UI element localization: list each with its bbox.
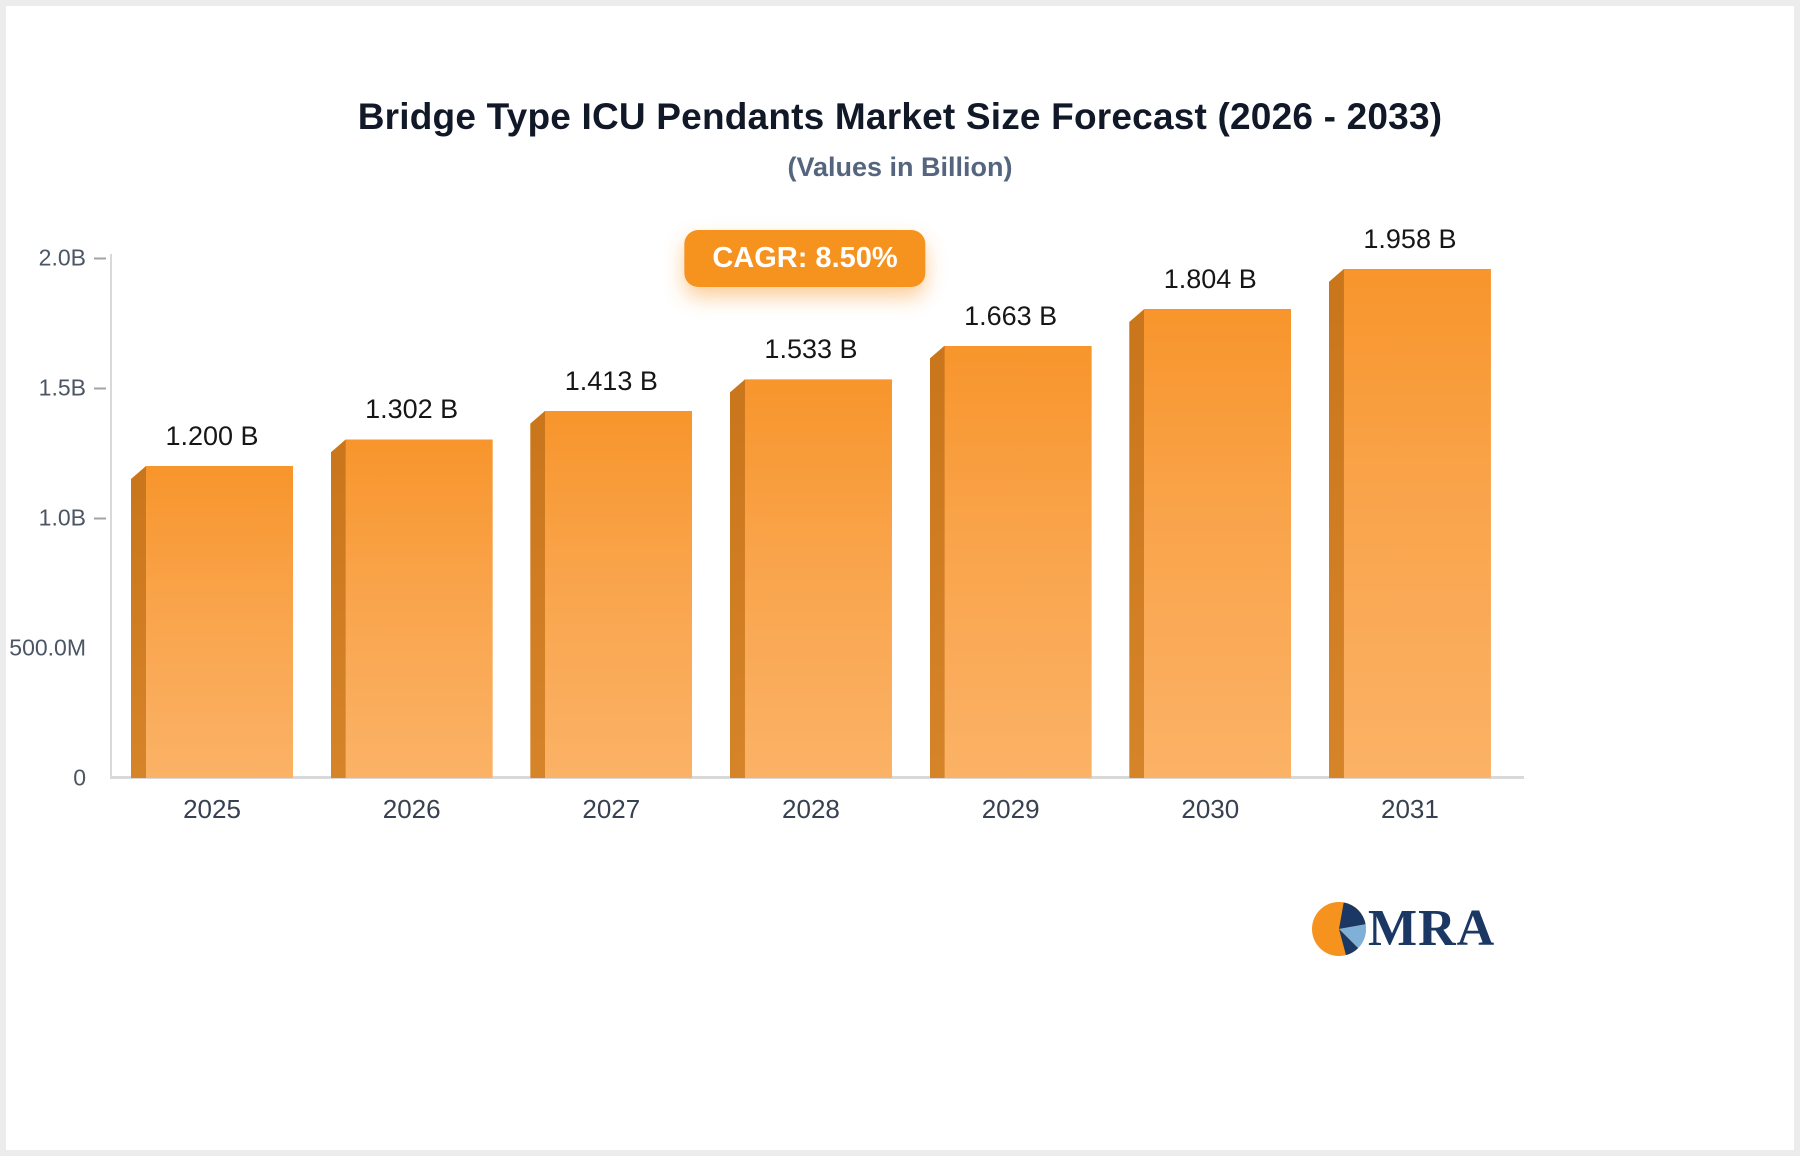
bar-slot: 1.413 B 2027 [530,258,693,824]
y-tick-label: 1.5B [38,374,86,401]
pie-chart-icon [1312,902,1366,956]
chart-subtitle: (Values in Billion) [787,152,1013,182]
x-axis-label: 2027 [582,794,641,824]
y-tick-mark [94,257,106,259]
bar-2030[interactable] [1129,308,1292,778]
y-tick: 0 [6,765,106,792]
y-tick: 1.5B [6,375,106,402]
bar-value-label: 1.533 B [764,334,858,365]
bar-slot: 1.200 B 2025 [131,258,293,824]
bar-value-label: 1.302 B [365,394,459,425]
bar-2025[interactable] [131,466,293,778]
bar-value-label: 1.663 B [964,300,1058,331]
bar-slot: 1.804 B 2030 [1129,258,1292,824]
bar-slot: 1.302 B 2026 [330,258,493,824]
bars-container: 1.200 B 2025 1.302 B 2026 1.413 B 2027 1.533 B… [131,224,1491,824]
bar-2029[interactable] [929,345,1092,778]
y-tick-mark [94,517,106,519]
bar-2026[interactable] [330,439,493,778]
y-tick: 2.0B [6,245,106,272]
x-axis-label: 2026 [382,794,441,824]
x-axis-label: 2025 [183,794,241,824]
chart-card: Bridge Type ICU Pendants Market Size For… [6,6,1794,1150]
bar-value-label: 1.804 B [1163,263,1257,294]
y-axis-ticks: 2.0B 1.5B 1.0B 500.0M 0 [6,245,106,791]
y-tick-label: 2.0B [38,244,86,271]
bar-2027[interactable] [530,410,693,778]
y-axis-line [110,254,112,778]
y-tick-mark [94,387,106,389]
cagr-badge: CAGR: 8.50% [684,230,926,287]
bar-value-label: 1.200 B [165,421,259,451]
bar-slot: 1.663 B 2029 [929,258,1092,824]
bar-slot: 1.958 B 2031 [1328,224,1491,824]
x-axis-label: 2029 [981,794,1040,824]
y-tick: 1.0B [6,505,106,532]
y-tick-label: 1.0B [38,504,86,531]
x-axis-label: 2031 [1381,794,1439,824]
y-tick-label: 500.0M [9,634,86,661]
bar-value-label: 1.413 B [564,365,658,396]
brand-logo: MRA [1312,902,1495,956]
bar-value-label: 1.958 B [1363,223,1457,254]
bar-2031[interactable] [1328,268,1491,778]
y-tick-label: 0 [73,764,86,791]
brand-logo-text: MRA [1368,900,1496,957]
y-tick: 500.0M [6,635,106,662]
x-axis-label: 2030 [1181,794,1240,824]
chart-title: Bridge Type ICU Pendants Market Size For… [357,96,1443,137]
bar-2028[interactable] [729,379,892,778]
bar-slot: 1.533 B 2028 [729,258,892,824]
x-axis-label: 2028 [782,794,840,824]
